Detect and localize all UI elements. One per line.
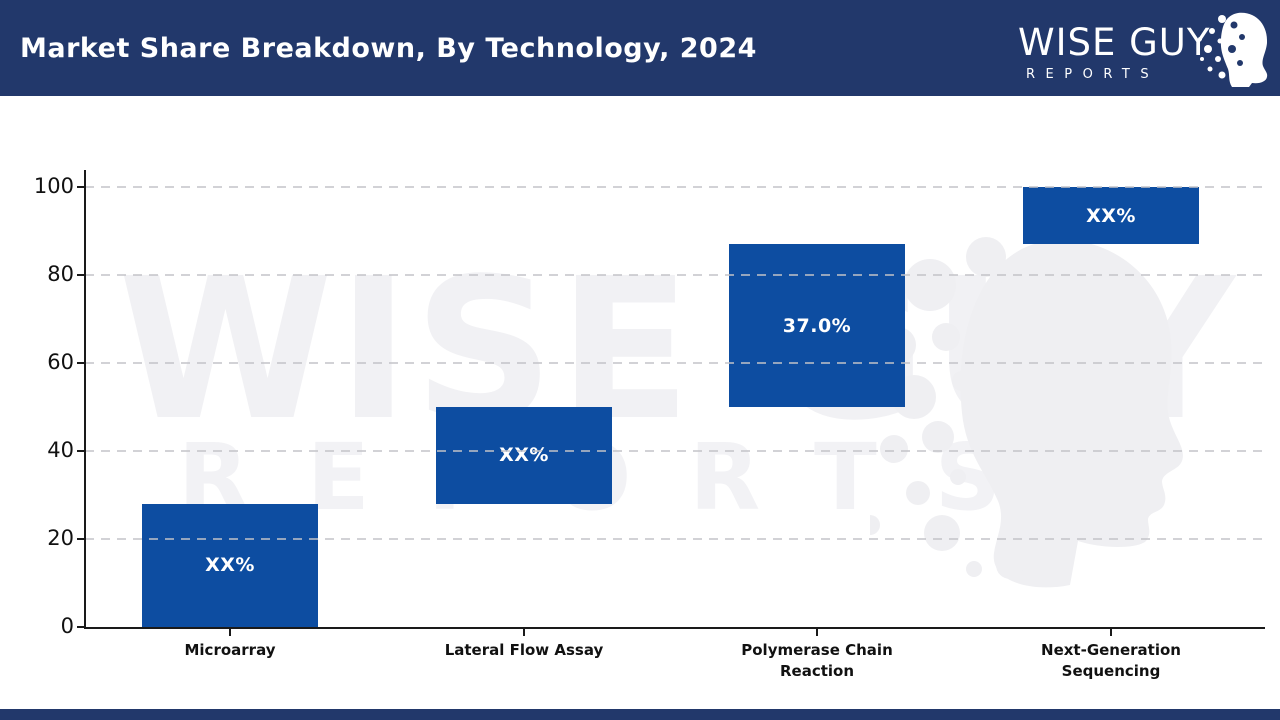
x-tick-mark-3 xyxy=(1110,629,1112,636)
watermark-wiseguy-text: WISE GUY xyxy=(118,236,1239,463)
x-category-label-3: Next-Generation Sequencing xyxy=(1041,641,1181,680)
gridline-y-40 xyxy=(85,450,1265,452)
y-tick-label-80: 80 xyxy=(47,262,74,286)
bar-value-label: XX% xyxy=(499,444,549,467)
y-tick-label-40: 40 xyxy=(47,438,74,462)
y-tick-mark-80 xyxy=(77,274,84,276)
y-tick-mark-40 xyxy=(77,450,84,452)
x-axis-line xyxy=(84,627,1265,629)
wise-guy-reports-logo: WISE GUY REPORTS xyxy=(1018,12,1268,87)
logo-reports-text: REPORTS xyxy=(1026,67,1159,82)
y-tick-mark-0 xyxy=(77,626,84,628)
x-category-label-1: Lateral Flow Assay xyxy=(444,641,604,659)
x-category-label-0: Microarray xyxy=(184,641,276,659)
y-tick-label-100: 100 xyxy=(33,174,74,198)
y-tick-label-60: 60 xyxy=(47,350,74,374)
y-tick-mark-100 xyxy=(77,186,84,188)
x-tick-mark-0 xyxy=(229,629,231,636)
y-tick-label-0: 0 xyxy=(60,614,74,638)
x-tick-mark-1 xyxy=(523,629,525,636)
logo-wiseguy-text: WISE GUY xyxy=(1018,21,1210,64)
x-category-label-2: Polymerase Chain Reaction xyxy=(741,641,893,680)
watermark-head-graphic xyxy=(870,237,1183,588)
bar-value-label: 37.0% xyxy=(782,314,852,337)
header-band: Market Share Breakdown, By Technology, 2… xyxy=(0,0,1280,96)
y-tick-mark-60 xyxy=(77,362,84,364)
y-tick-mark-20 xyxy=(77,538,84,540)
bar-value-label: XX% xyxy=(1086,204,1136,227)
logo-head-icon xyxy=(1198,12,1268,87)
gridline-y-60 xyxy=(85,362,1265,364)
bar-value-label: XX% xyxy=(205,554,255,577)
y-tick-label-20: 20 xyxy=(47,526,74,550)
y-axis-line xyxy=(84,170,86,629)
bar-microarray[interactable]: XX% xyxy=(142,503,318,627)
gridline-y-80 xyxy=(85,274,1265,276)
bar-lateral-flow-assay[interactable]: XX% xyxy=(436,407,612,504)
bar-next-generation-sequencing[interactable]: XX% xyxy=(1023,187,1199,245)
bar-polymerase-chain-reaction[interactable]: 37.0% xyxy=(729,244,905,407)
footer-band xyxy=(0,709,1280,720)
chart-title: Market Share Breakdown, By Technology, 2… xyxy=(20,32,757,64)
x-tick-mark-2 xyxy=(816,629,818,636)
